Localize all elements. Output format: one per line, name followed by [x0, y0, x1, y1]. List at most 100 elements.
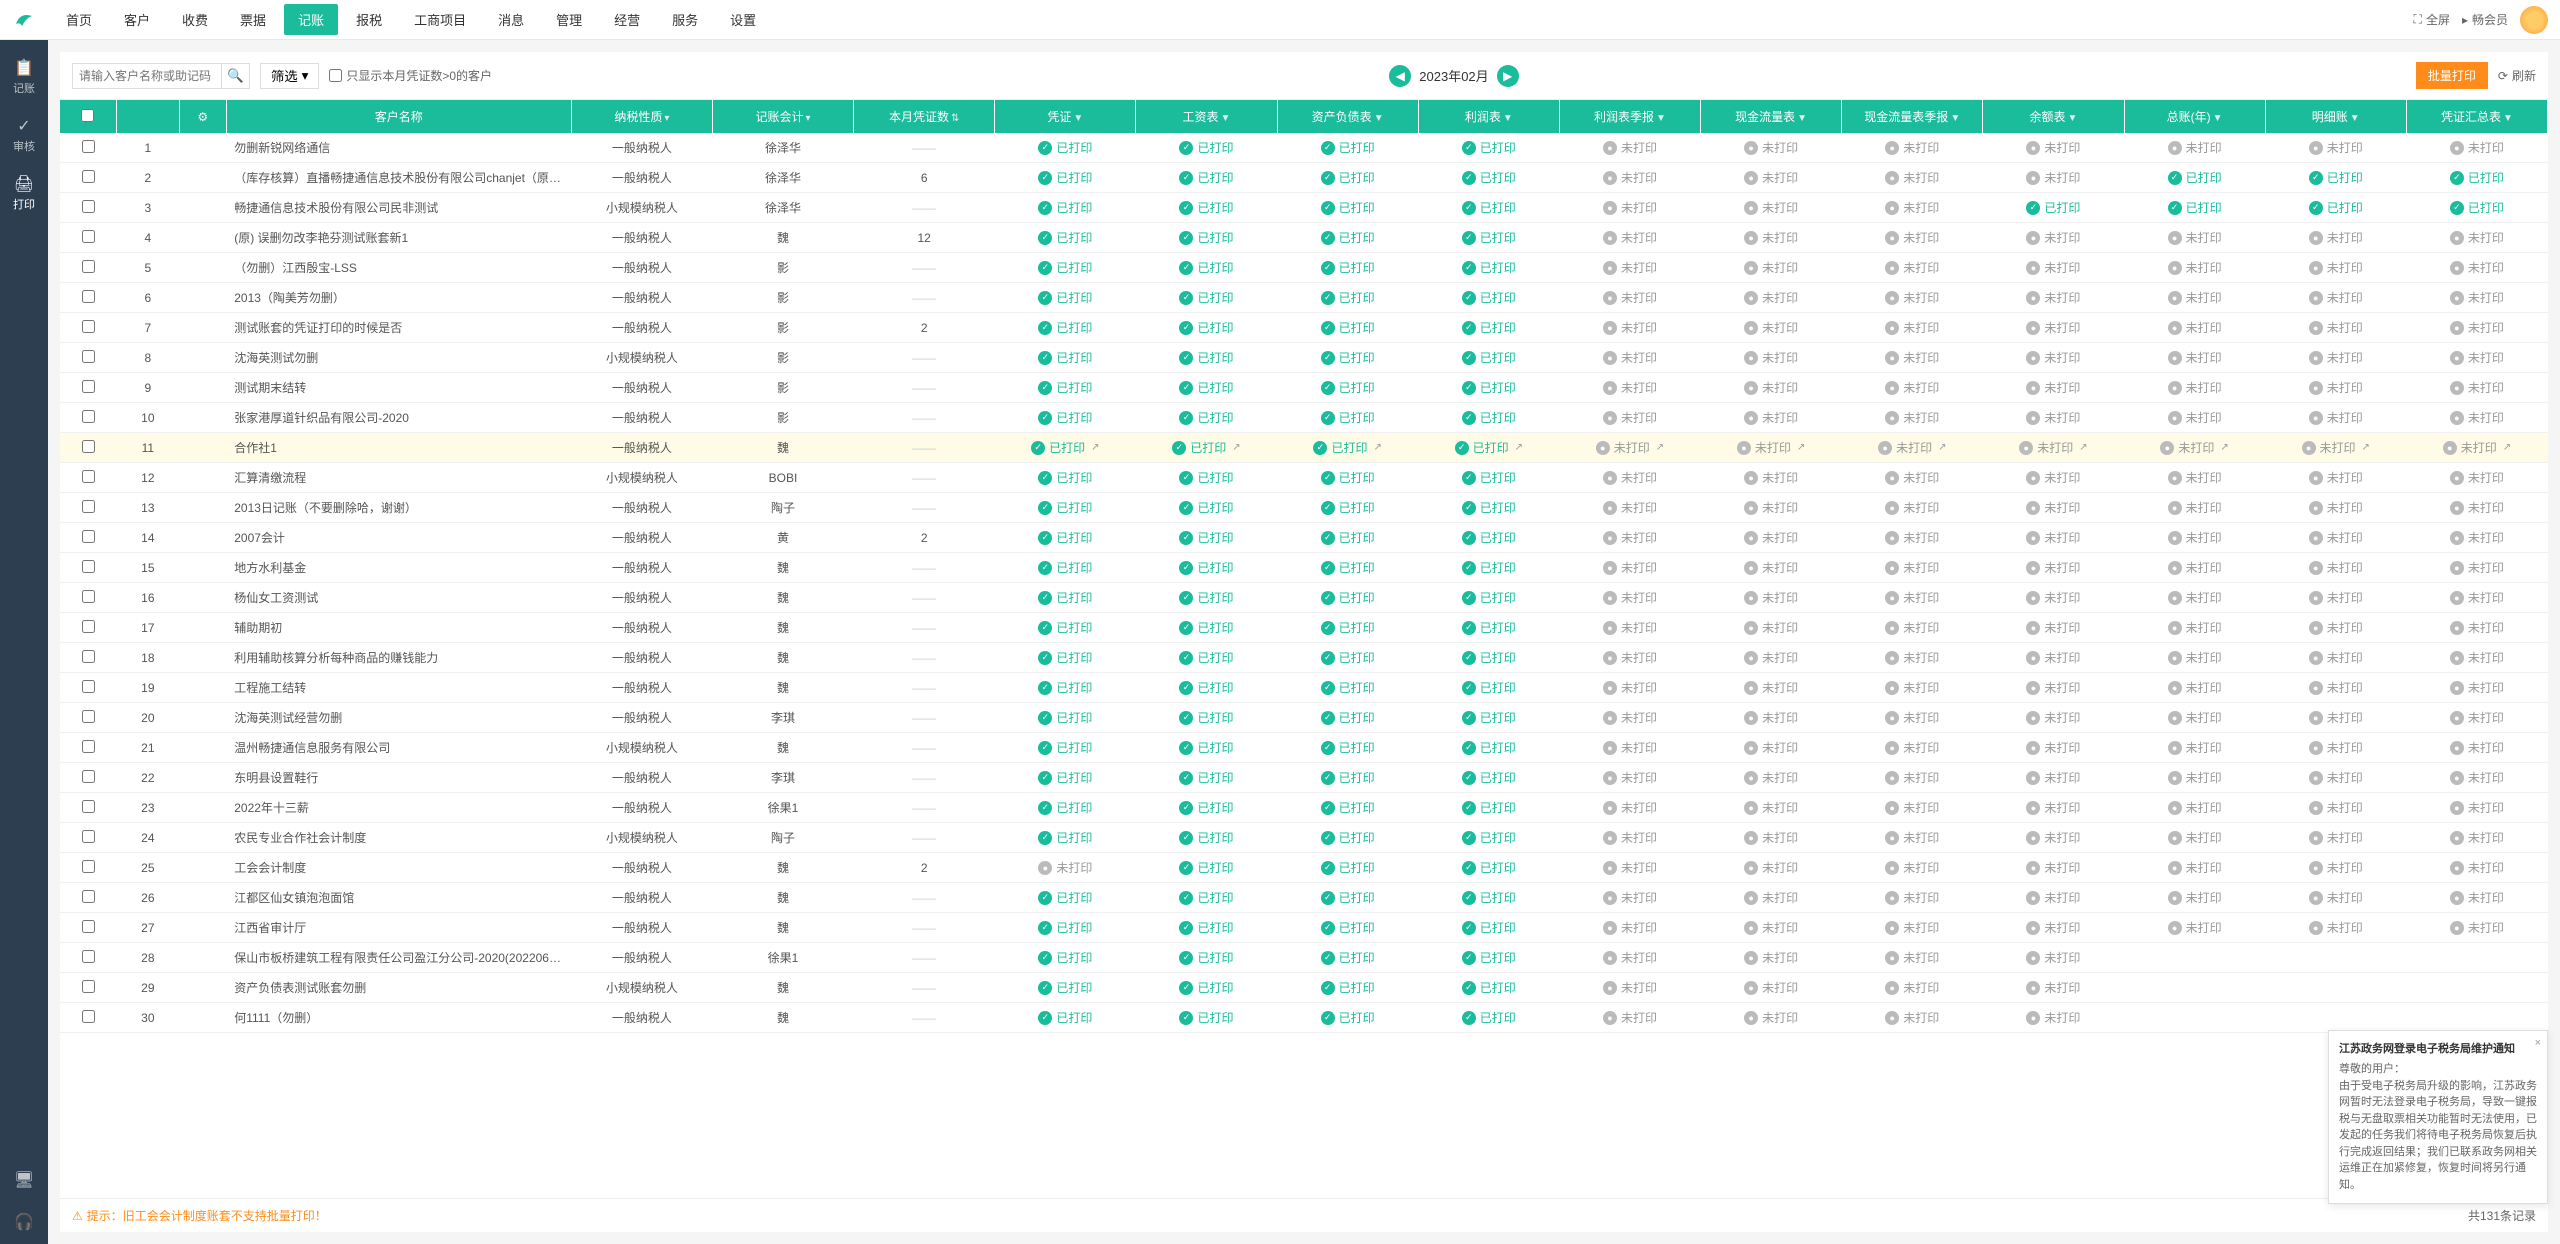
table-header-9[interactable]: 资产负债表▼ [1277, 100, 1418, 133]
status-cell[interactable]: ✓已打印 [1321, 139, 1375, 156]
status-cell[interactable]: ●未打印 [1744, 589, 1798, 606]
only-nonzero-checkbox[interactable] [329, 69, 342, 82]
status-cell[interactable]: ✓已打印 [1321, 739, 1375, 756]
status-cell[interactable]: ●未打印 [2450, 859, 2504, 876]
status-cell[interactable]: ✓已打印 [1179, 559, 1233, 576]
status-cell[interactable]: ✓已打印 [1321, 1009, 1375, 1026]
status-cell[interactable]: ●未打印 [1744, 409, 1798, 426]
status-cell[interactable]: ●未打印 [1603, 409, 1657, 426]
row-checkbox[interactable] [82, 560, 95, 573]
status-cell[interactable]: ✓已打印 [1462, 349, 1516, 366]
table-scroll[interactable]: ⚙客户名称纳税性质▾记账会计▾本月凭证数⇅凭证▼工资表▼资产负债表▼利润表▼利润… [60, 100, 2548, 1198]
fullscreen-button[interactable]: ⛶全屏 [2414, 11, 2450, 28]
date-prev-button[interactable]: ◀ [1389, 65, 1411, 87]
status-cell[interactable]: ●未打印 [1885, 289, 1939, 306]
status-cell[interactable]: ●未打印 [2026, 409, 2080, 426]
status-cell[interactable]: ●未打印 [2450, 619, 2504, 636]
status-cell[interactable]: ✓已打印 [1179, 529, 1233, 546]
status-cell[interactable]: ●未打印 [1744, 499, 1798, 516]
status-cell[interactable]: ✓已打印 [1321, 259, 1375, 276]
status-cell[interactable]: ✓已打印 [1321, 829, 1375, 846]
status-cell[interactable]: ●未打印 [2026, 829, 2080, 846]
status-cell[interactable]: ●未打印 [2168, 529, 2222, 546]
status-cell[interactable]: ●未打印 [2309, 739, 2363, 756]
table-row[interactable]: 15地方水利基金一般纳税人魏——✓已打印✓已打印✓已打印✓已打印●未打印●未打印… [60, 553, 2548, 583]
status-cell[interactable]: ●未打印 [1744, 949, 1798, 966]
status-cell[interactable]: ✓已打印 [1179, 949, 1233, 966]
nav-item-6[interactable]: 工商项目 [400, 4, 480, 35]
status-cell[interactable]: ●未打印 [1603, 169, 1657, 186]
status-cell[interactable]: ●未打印 [2450, 379, 2504, 396]
status-cell[interactable]: ✓已打印 [1321, 799, 1375, 816]
row-checkbox[interactable] [82, 410, 95, 423]
status-cell[interactable]: ●未打印 [2026, 769, 2080, 786]
table-row[interactable]: 16杨仙女工资测试一般纳税人魏——✓已打印✓已打印✓已打印✓已打印●未打印●未打… [60, 583, 2548, 613]
status-cell[interactable]: ✓已打印 [1179, 499, 1233, 516]
status-cell[interactable]: ✓已打印 [1179, 979, 1233, 996]
status-cell[interactable]: ●未打印 [2026, 859, 2080, 876]
status-cell[interactable]: ●未打印 [2450, 919, 2504, 936]
status-cell[interactable]: ✓已打印 [2309, 169, 2363, 186]
status-cell[interactable]: ●未打印 [2026, 649, 2080, 666]
status-cell[interactable]: ✓已打印 [1462, 679, 1516, 696]
status-cell[interactable]: ●未打印 [2309, 469, 2363, 486]
status-cell[interactable]: ✓已打印 [1179, 229, 1233, 246]
status-cell[interactable]: ●未打印↗ [2302, 439, 2370, 456]
status-cell[interactable]: ●未打印 [2026, 799, 2080, 816]
status-cell[interactable]: ●未打印 [2450, 649, 2504, 666]
status-cell[interactable]: ✓已打印 [1179, 859, 1233, 876]
status-cell[interactable]: ✓已打印 [1038, 709, 1092, 726]
status-cell[interactable]: ●未打印 [2168, 319, 2222, 336]
row-checkbox[interactable] [82, 680, 95, 693]
status-cell[interactable]: ●未打印 [1603, 469, 1657, 486]
status-cell[interactable]: ●未打印 [2026, 1009, 2080, 1026]
row-checkbox[interactable] [82, 740, 95, 753]
status-cell[interactable]: ✓已打印 [2026, 199, 2080, 216]
status-cell[interactable]: ●未打印 [1603, 769, 1657, 786]
status-cell[interactable]: ✓已打印 [1462, 229, 1516, 246]
status-cell[interactable]: ✓已打印 [1179, 889, 1233, 906]
status-cell[interactable]: ●未打印 [2026, 979, 2080, 996]
status-cell[interactable]: ●未打印 [1603, 229, 1657, 246]
status-cell[interactable]: ●未打印 [2309, 259, 2363, 276]
status-cell[interactable]: ●未打印 [2026, 619, 2080, 636]
status-cell[interactable]: ●未打印 [1744, 139, 1798, 156]
status-cell[interactable]: ✓已打印 [1038, 409, 1092, 426]
row-checkbox[interactable] [82, 140, 95, 153]
status-cell[interactable]: ●未打印 [2309, 529, 2363, 546]
nav-item-1[interactable]: 客户 [110, 4, 164, 35]
status-cell[interactable]: ✓已打印 [1462, 979, 1516, 996]
table-row[interactable]: 19工程施工结转一般纳税人魏——✓已打印✓已打印✓已打印✓已打印●未打印●未打印… [60, 673, 2548, 703]
status-cell[interactable]: ✓已打印 [1321, 859, 1375, 876]
status-cell[interactable]: ●未打印 [1744, 799, 1798, 816]
status-cell[interactable]: ✓已打印 [1462, 529, 1516, 546]
status-cell[interactable]: ●未打印 [1603, 709, 1657, 726]
table-header-13[interactable]: 现金流量表季报▼ [1842, 100, 1983, 133]
status-cell[interactable]: ✓已打印 [1179, 349, 1233, 366]
status-cell[interactable]: ●未打印 [1744, 679, 1798, 696]
status-cell[interactable]: ✓已打印 [1462, 319, 1516, 336]
status-cell[interactable]: ●未打印 [2026, 529, 2080, 546]
status-cell[interactable]: ●未打印 [1603, 919, 1657, 936]
status-cell[interactable]: ✓已打印 [1038, 649, 1092, 666]
status-cell[interactable]: ✓已打印 [1179, 289, 1233, 306]
nav-item-0[interactable]: 首页 [52, 4, 106, 35]
status-cell[interactable]: ✓已打印 [1179, 739, 1233, 756]
status-cell[interactable]: ✓已打印 [1321, 619, 1375, 636]
table-row[interactable]: 10张家港厚道针织品有限公司-2020一般纳税人影——✓已打印✓已打印✓已打印✓… [60, 403, 2548, 433]
status-cell[interactable]: ✓已打印 [1321, 709, 1375, 726]
row-checkbox[interactable] [82, 260, 95, 273]
status-cell[interactable]: ●未打印 [1744, 379, 1798, 396]
table-row[interactable]: 12汇算清缴流程小规模纳税人BOBI——✓已打印✓已打印✓已打印✓已打印●未打印… [60, 463, 2548, 493]
status-cell[interactable]: ●未打印 [2168, 889, 2222, 906]
status-cell[interactable]: ✓已打印 [1462, 619, 1516, 636]
notification-close-button[interactable]: × [2535, 1035, 2541, 1052]
status-cell[interactable]: ●未打印 [2168, 379, 2222, 396]
table-header-12[interactable]: 现金流量表▼ [1701, 100, 1842, 133]
status-cell[interactable]: ✓已打印 [1038, 199, 1092, 216]
status-cell[interactable]: ✓已打印 [1038, 139, 1092, 156]
status-cell[interactable]: ●未打印 [2309, 679, 2363, 696]
status-cell[interactable]: ●未打印 [2450, 739, 2504, 756]
status-cell[interactable]: ✓已打印 [1462, 589, 1516, 606]
status-cell[interactable]: ●未打印 [2450, 889, 2504, 906]
